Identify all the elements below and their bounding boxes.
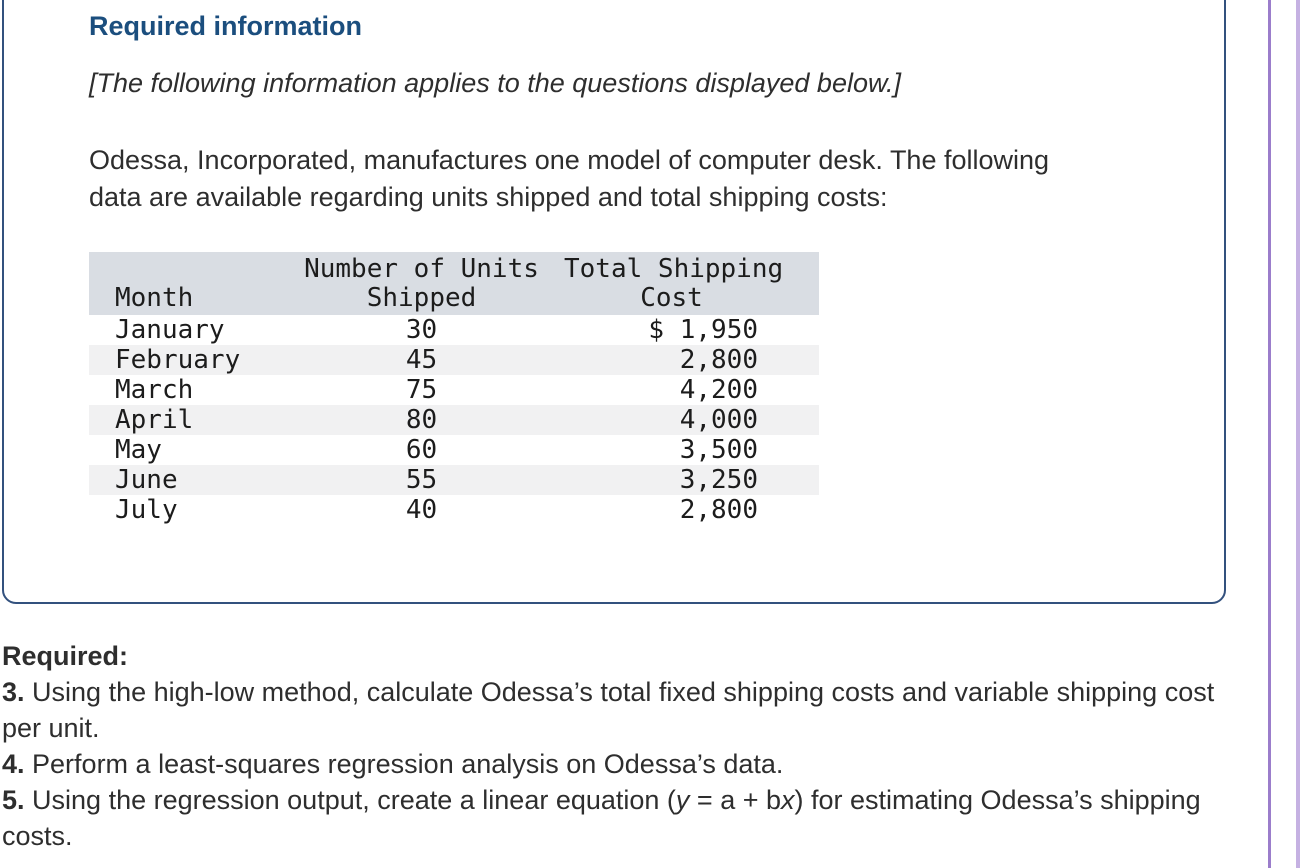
month-cell: January (115, 315, 225, 345)
applies-note: [The following information applies to th… (89, 68, 901, 98)
month-cell: June (115, 465, 178, 495)
table-header-row: Month Number of Units Shipped Total Shipp… (89, 252, 819, 315)
cost-cell: 4,200 (679, 375, 758, 405)
units-cell: 30 (405, 315, 438, 345)
col-header-units-line2: Shipped (366, 283, 477, 313)
units-cell: 40 (405, 495, 438, 525)
cost-cell: $ 1,950 (648, 315, 758, 345)
units-cell: 60 (405, 435, 438, 465)
table-row: May 60 3,500 (89, 435, 819, 465)
units-cell: 75 (405, 375, 438, 405)
required-item-4-text: Perform a least-squares regression analy… (24, 749, 784, 779)
col-header-month: Month (89, 252, 279, 315)
equation-variable-x: x (781, 785, 795, 815)
screen-edge-line (1296, 0, 1300, 868)
required-label: Required: (2, 641, 129, 671)
month-cell: March (115, 375, 194, 405)
required-item-4: 4. Perform a least-squares regression an… (2, 746, 1234, 782)
month-cell: April (115, 405, 194, 435)
table-row: July 40 2,800 (89, 495, 819, 525)
table-row: April 80 4,000 (89, 405, 819, 435)
required-item-5: 5. Using the regression output, create a… (2, 782, 1234, 854)
col-header-units: Number of Units Shipped (279, 252, 564, 315)
required-item-5-text-post: ) for estimating Odessa’s shipping costs… (2, 785, 1201, 851)
panel-divider-line (1268, 0, 1271, 868)
cost-cell: 3,500 (679, 435, 758, 465)
required-section: Required: 3. Using the high-low method, … (2, 638, 1234, 854)
intro-paragraph: Odessa, Incorporated, manufactures one m… (89, 145, 1050, 212)
required-item-3-text: Using the high-low method, calculate Ode… (2, 677, 1215, 743)
table-row: June 55 3,250 (89, 465, 819, 495)
units-cell: 45 (405, 345, 438, 375)
col-header-units-line1: Number of Units (304, 254, 539, 284)
col-header-cost: Total Shipping Cost (564, 252, 819, 315)
table-row: February 45 2,800 (89, 345, 819, 375)
cost-cell: 3,250 (679, 465, 758, 495)
cost-cell: 2,800 (679, 345, 758, 375)
table-row: January 30 $ 1,950 (89, 315, 819, 345)
month-cell: July (115, 495, 178, 525)
shipping-data-table: Month Number of Units Shipped Total Shipp… (89, 252, 819, 525)
col-header-cost-line1: Total Shipping (564, 254, 784, 284)
required-information-panel: Required information [The following info… (2, 0, 1226, 604)
units-cell: 80 (405, 405, 438, 435)
required-item-3: 3. Using the high-low method, calculate … (2, 674, 1234, 746)
required-item-5-text-pre: Using the regression output, create a li… (24, 785, 676, 815)
equation-variable-y: y (675, 785, 690, 815)
panel-heading: Required information (89, 11, 363, 41)
required-item-5-number: 5. (2, 785, 25, 815)
required-item-4-number: 4. (2, 749, 25, 779)
required-item-3-number: 3. (2, 677, 25, 707)
month-cell: February (115, 345, 241, 375)
col-header-cost-line2: Cost (640, 283, 703, 313)
equation-middle: = a + b (689, 785, 781, 815)
cost-cell: 2,800 (679, 495, 758, 525)
cost-cell: 4,000 (679, 405, 758, 435)
units-cell: 55 (405, 465, 438, 495)
month-cell: May (115, 435, 162, 465)
table-row: March 75 4,200 (89, 375, 819, 405)
